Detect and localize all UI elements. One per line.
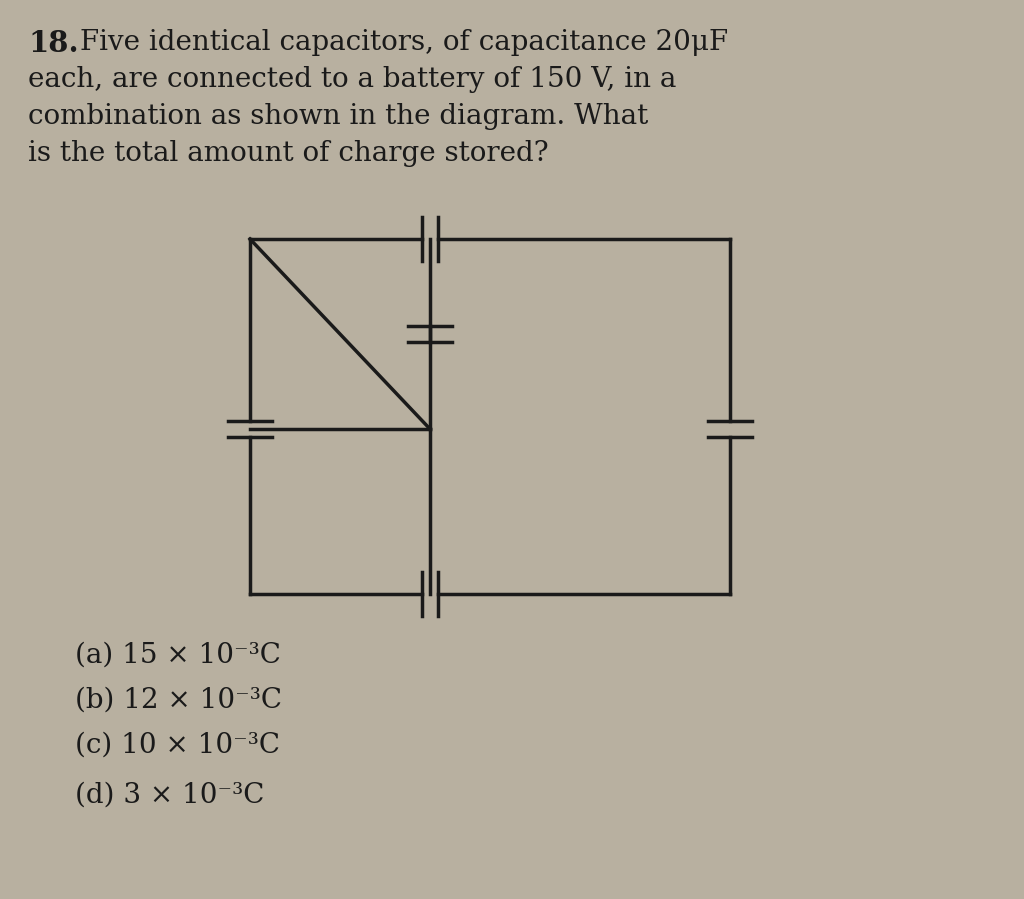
Text: (d) 3 × 10⁻³C: (d) 3 × 10⁻³C xyxy=(75,782,264,809)
Text: (c) 10 × 10⁻³C: (c) 10 × 10⁻³C xyxy=(75,732,280,759)
Text: is the total amount of charge stored?: is the total amount of charge stored? xyxy=(28,140,549,167)
Text: each, are connected to a battery of 150 V, in a: each, are connected to a battery of 150 … xyxy=(28,66,677,93)
Text: (a) 15 × 10⁻³C: (a) 15 × 10⁻³C xyxy=(75,642,281,669)
Text: Five identical capacitors, of capacitance 20μF: Five identical capacitors, of capacitanc… xyxy=(80,29,728,56)
Text: combination as shown in the diagram. What: combination as shown in the diagram. Wha… xyxy=(28,103,648,130)
Text: (b) 12 × 10⁻³C: (b) 12 × 10⁻³C xyxy=(75,687,282,714)
Text: 18.: 18. xyxy=(28,29,79,58)
